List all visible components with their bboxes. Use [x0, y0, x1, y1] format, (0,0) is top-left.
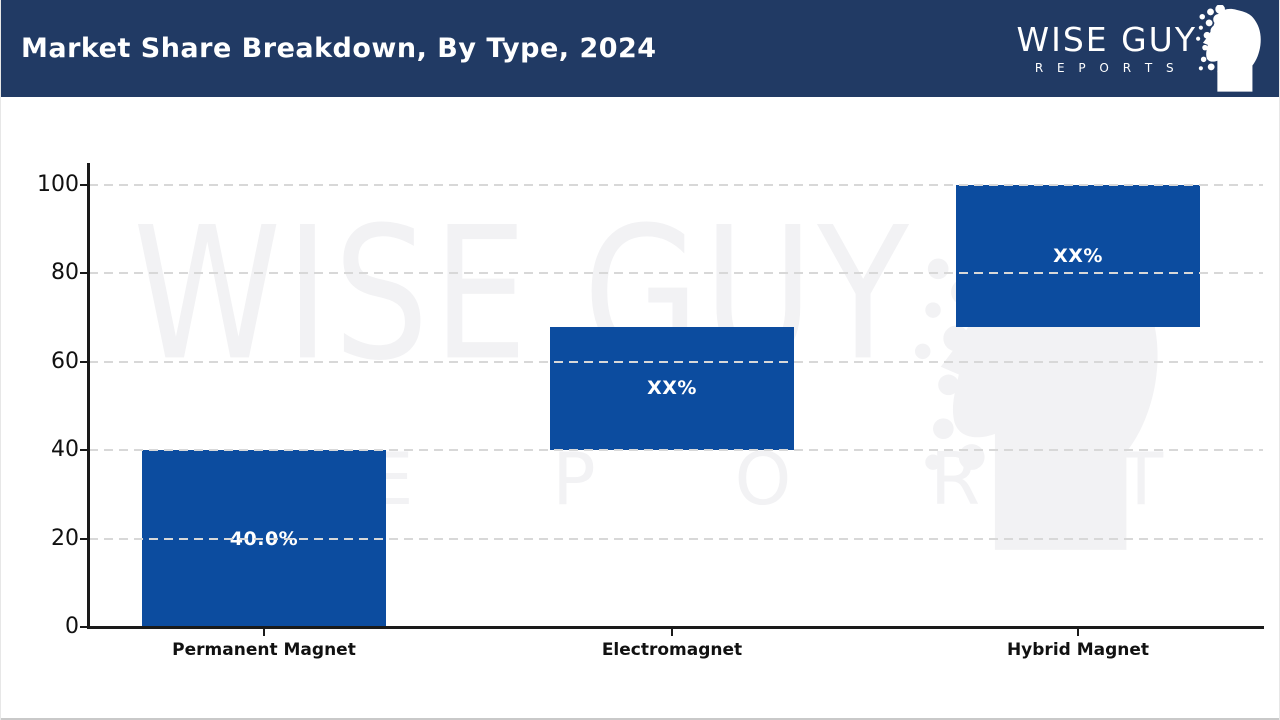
gridline	[89, 360, 1263, 363]
y-tick-mark	[80, 272, 89, 275]
y-tick-label: 0	[65, 614, 79, 639]
y-tick-mark	[80, 449, 89, 452]
wiseguy-logo: WISE GUY R E P O R T S	[1016, 4, 1273, 94]
x-tick-mark	[1077, 627, 1079, 636]
logo-subtitle: R E P O R T S	[1034, 60, 1179, 75]
bar-value-label: XX%	[1053, 244, 1103, 267]
gridline	[89, 537, 1263, 540]
y-tick-mark	[80, 626, 89, 628]
bar-value-label: XX%	[647, 377, 697, 400]
chart-title: Market Share Breakdown, By Type, 2024	[21, 33, 657, 64]
gridline	[89, 184, 1263, 187]
y-tick-label: 100	[37, 172, 79, 198]
x-tick-mark	[263, 627, 265, 636]
gridline	[89, 272, 1263, 275]
y-tick-mark	[80, 537, 89, 540]
bottom-border	[1, 718, 1279, 720]
y-tick-mark	[80, 184, 89, 187]
logo-text: WISE GUY R E P O R T S	[1016, 20, 1197, 75]
bar: XX%	[956, 185, 1200, 327]
x-category-label: Hybrid Magnet	[1006, 640, 1150, 660]
x-category-label: Electromagnet	[601, 640, 743, 660]
y-tick-mark	[80, 360, 89, 363]
bar: XX%	[550, 326, 794, 451]
y-tick-label: 40	[51, 437, 79, 463]
y-axis-line	[87, 163, 90, 629]
x-category-label: Permanent Magnet	[172, 640, 356, 660]
gridline	[89, 449, 1263, 452]
y-tick-label: 20	[51, 525, 79, 551]
header-bar: Market Share Breakdown, By Type, 2024 WI…	[1, 0, 1279, 97]
y-tick-label: 80	[51, 260, 79, 286]
x-axis-line	[87, 626, 1264, 629]
logo-wordmark: WISE GUY	[1016, 19, 1197, 59]
x-tick-mark	[671, 627, 673, 636]
y-tick-label: 60	[51, 348, 79, 374]
